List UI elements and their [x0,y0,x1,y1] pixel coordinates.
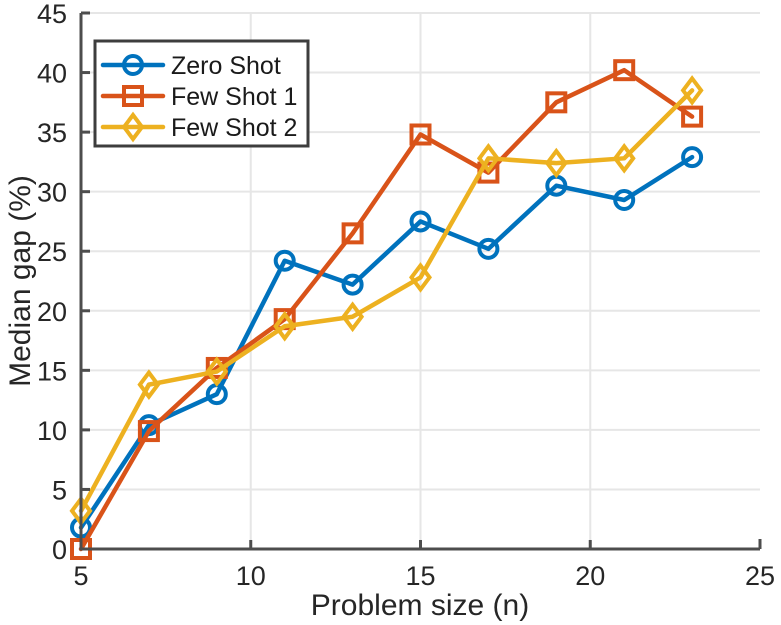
x-axis-label: Problem size (n) [311,589,529,622]
y-tick-label: 35 [37,118,67,148]
legend-label: Few Shot 1 [171,83,297,111]
y-tick-label: 10 [37,416,67,446]
grid-lines [81,12,760,549]
y-axis-label: Median gap (%) [4,175,37,387]
legend-entry-2[interactable]: Few Shot 1 [100,83,297,111]
y-tick-label: 0 [52,535,67,565]
y-tick-label: 40 [37,59,67,89]
y-tick-label: 25 [37,237,67,267]
legend-label: Zero Shot [171,52,281,80]
y-tick-label: 30 [37,178,67,208]
data-series-group [69,59,704,560]
legend-entry-3[interactable]: Few Shot 2 [100,111,297,143]
series-3 [69,75,704,527]
x-tick-label: 15 [405,561,435,591]
y-tick-label: 15 [37,356,67,386]
x-tick-label: 5 [73,561,88,591]
legend-entry-1[interactable]: Zero Shot [100,52,281,80]
y-tick-label: 45 [37,0,67,29]
x-tick-label: 25 [745,561,775,591]
legend-label: Few Shot 2 [171,114,297,142]
x-tick-label: 20 [575,561,605,591]
axes [79,11,762,551]
series-1 [70,146,704,539]
y-tick-label: 5 [52,475,67,505]
chart-legend: Zero Shot Few Shot 1 Few Shot 2 [93,39,310,148]
x-tick-label: 10 [236,561,266,591]
y-tick-label: 20 [37,297,67,327]
